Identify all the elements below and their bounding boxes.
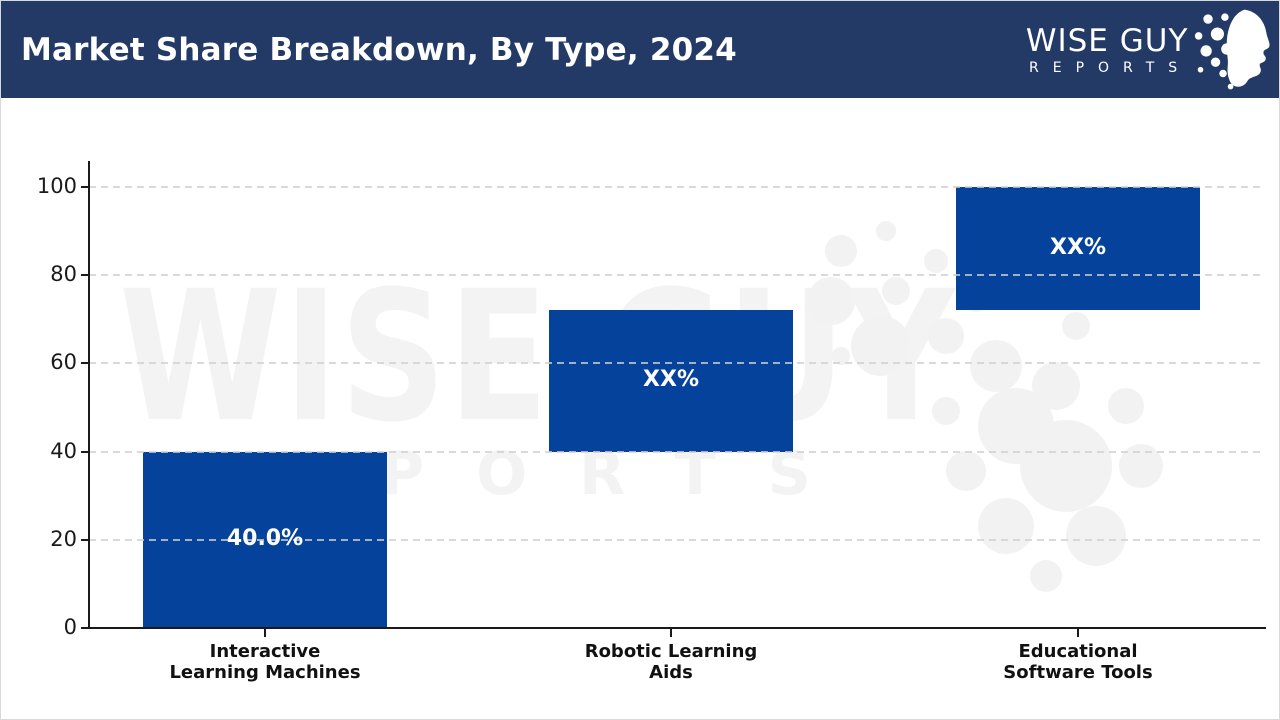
bar xyxy=(549,310,793,452)
y-tick-mark xyxy=(81,274,89,277)
x-tick-mark xyxy=(264,629,266,637)
y-tick-mark xyxy=(81,450,89,453)
y-tick-mark xyxy=(81,362,89,365)
category-label-line: Aids xyxy=(649,662,693,683)
y-tick-mark xyxy=(81,627,89,629)
y-tick-mark xyxy=(81,186,89,188)
y-tick-label: 60 xyxy=(50,350,77,375)
category-label-line: Learning Machines xyxy=(169,662,361,683)
y-tick-label: 80 xyxy=(50,262,77,287)
y-axis-line xyxy=(88,161,90,629)
category-label-line: Robotic Learning xyxy=(584,641,758,662)
bar-value-label: XX% xyxy=(1050,234,1106,260)
bar-value-label: XX% xyxy=(643,367,699,393)
chart-title: Market Share Breakdown, By Type, 2024 xyxy=(21,31,737,68)
y-tick-label: 100 xyxy=(36,174,77,198)
category-label-line: Educational xyxy=(1018,641,1138,662)
logo-face-icon xyxy=(1195,9,1270,90)
logo-reports-label: REPORTS xyxy=(1029,60,1192,76)
gridline xyxy=(89,538,1263,541)
category-label-line: Software Tools xyxy=(1003,662,1153,683)
bar xyxy=(956,187,1200,311)
x-axis-line xyxy=(88,627,1266,629)
y-tick-mark xyxy=(81,538,89,541)
gridline xyxy=(89,186,1263,188)
gridline xyxy=(89,362,1263,365)
gridline xyxy=(89,274,1263,277)
category-label-line: Interactive xyxy=(209,641,321,662)
category-label: Educational Software Tools xyxy=(908,641,1248,683)
header-band: Market Share Breakdown, By Type, 2024 WI… xyxy=(1,1,1279,98)
category-label: Robotic Learning Aids xyxy=(501,641,841,683)
x-tick-mark xyxy=(1077,629,1079,637)
y-tick-label: 0 xyxy=(63,615,77,639)
bar-value-label: 40.0% xyxy=(226,525,304,551)
wise-guy-reports-logo: WISE GUY REPORTS xyxy=(1023,5,1273,95)
x-tick-mark xyxy=(670,629,672,637)
gridline xyxy=(89,450,1263,453)
logo-wiseguy-label: WISE GUY xyxy=(1025,23,1189,59)
logo-text: WISE GUY REPORTS xyxy=(1023,24,1191,76)
watermark-face-dots-icon xyxy=(807,221,1163,592)
category-label: Interactive Learning Machines xyxy=(95,641,435,683)
y-tick-label: 20 xyxy=(50,526,77,551)
y-tick-label: 40 xyxy=(50,438,77,463)
